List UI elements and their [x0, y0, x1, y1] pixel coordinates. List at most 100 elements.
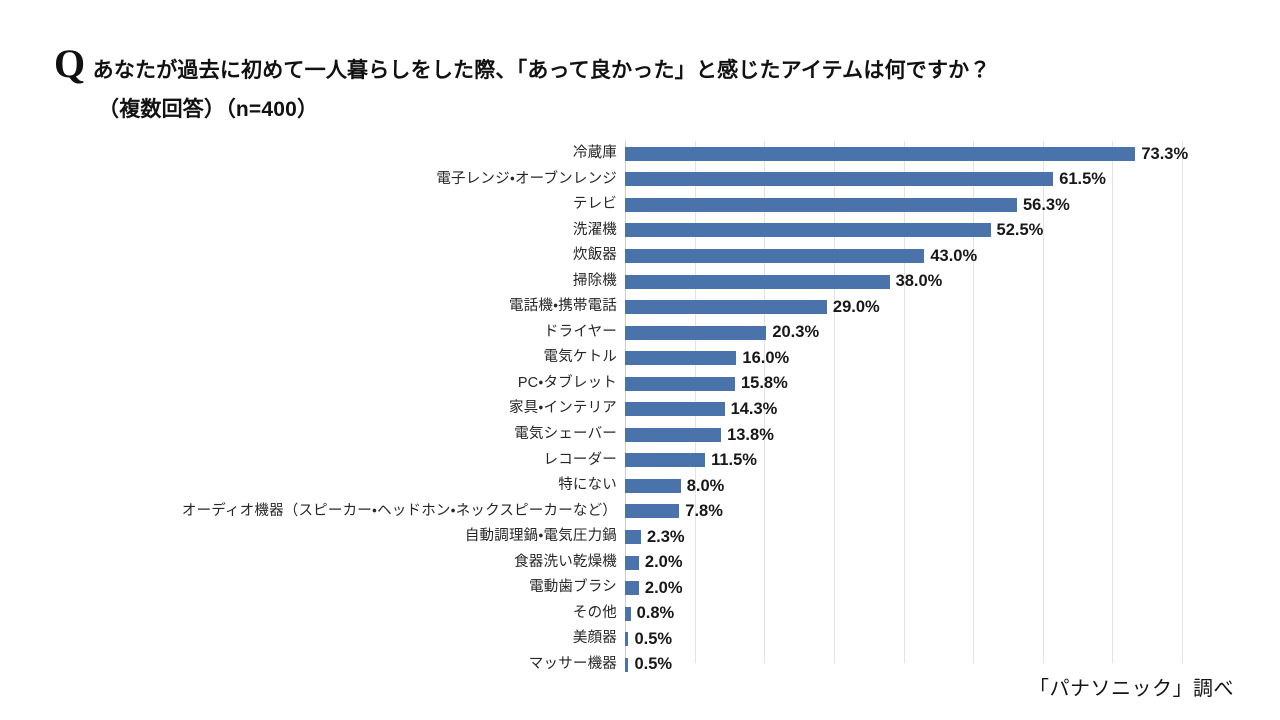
chart-row: レコーダー 11.5%	[0, 448, 1280, 474]
category-label: 冷蔵庫	[572, 145, 617, 161]
value-label: 11.5%	[711, 451, 757, 470]
bar[interactable]	[625, 453, 706, 468]
bar-group[interactable]: 52.5%	[625, 218, 1043, 244]
bar-group[interactable]: 43.0%	[625, 243, 977, 269]
bar-group[interactable]: 14.3%	[625, 396, 777, 422]
bar-group[interactable]: 61.5%	[625, 167, 1106, 193]
category-label: 電気ケトル	[543, 349, 617, 366]
bar[interactable]	[625, 223, 991, 238]
value-label: 16.0%	[742, 348, 790, 367]
bar-group[interactable]: 16.0%	[625, 345, 789, 371]
value-label: 13.8%	[727, 425, 774, 444]
category-label: 自動調理鍋・電気圧力鍋	[464, 528, 617, 545]
bar[interactable]	[625, 478, 681, 493]
chart-row: オーディオ機器（スピーカー・ヘッドホン・ネックスピーカーなど） 7.8%	[0, 499, 1280, 525]
bar[interactable]	[625, 274, 890, 289]
bar[interactable]	[625, 427, 722, 442]
category-label: PC・タブレット	[517, 374, 617, 391]
value-label: 73.3%	[1141, 144, 1189, 163]
bar[interactable]	[625, 555, 639, 570]
bar-group[interactable]: 2.3%	[625, 524, 685, 550]
category-label: 炊飯器	[572, 247, 617, 264]
category-label: 家具・インテリア	[508, 400, 617, 417]
bar[interactable]	[625, 606, 631, 621]
gridline	[764, 141, 766, 663]
bar-group[interactable]: 0.8%	[625, 601, 674, 627]
bar[interactable]	[625, 376, 735, 391]
bar-group[interactable]: 7.8%	[625, 499, 723, 525]
bar-group[interactable]: 29.0%	[625, 294, 880, 320]
value-label: 20.3%	[772, 323, 820, 342]
gridline	[694, 141, 696, 663]
value-label: 0.5%	[634, 655, 673, 674]
value-label: 0.8%	[636, 604, 675, 623]
category-label: 洗濯機	[572, 221, 617, 238]
bar[interactable]	[625, 172, 1054, 187]
gridline	[833, 141, 835, 663]
bar[interactable]	[625, 529, 641, 544]
bar[interactable]	[625, 248, 925, 263]
category-label: ドライヤー	[543, 323, 617, 340]
gridline	[973, 141, 975, 663]
bar[interactable]	[625, 632, 629, 647]
value-label: 8.0%	[686, 476, 725, 495]
bar-group[interactable]: 2.0%	[625, 575, 683, 601]
bar-group[interactable]: 20.3%	[625, 320, 819, 346]
chart-row: 自動調理鍋・電気圧力鍋 2.3%	[0, 524, 1280, 550]
chart-row: 洗濯機 52.5%	[0, 218, 1280, 244]
value-label: 29.0%	[832, 297, 880, 316]
bar[interactable]	[625, 581, 639, 596]
bar-group[interactable]: 11.5%	[625, 448, 757, 474]
value-label: 43.0%	[930, 246, 978, 265]
bar[interactable]	[625, 146, 1136, 161]
gridline	[1042, 141, 1044, 663]
bar-group[interactable]: 15.8%	[625, 371, 788, 397]
chart-row: PC・タブレット 15.8%	[0, 371, 1280, 397]
bar-group[interactable]: 0.5%	[625, 626, 672, 652]
gridline	[1112, 141, 1114, 663]
chart-row: マッサー機器 0.5%	[0, 652, 1280, 678]
chart-row: 電話機・携帯電話 29.0%	[0, 294, 1280, 320]
bar[interactable]	[625, 197, 1017, 212]
bar-group[interactable]: 56.3%	[625, 192, 1070, 218]
category-label: 電話機・携帯電話	[508, 298, 617, 315]
chart-row: 電気シェーバー 13.8%	[0, 422, 1280, 448]
plot-area	[625, 141, 1183, 663]
chart-row: 食器洗い乾燥機 2.0%	[0, 550, 1280, 576]
question-header: Q あなたが過去に初めて一人暮らしをした際、「あって良かった」と感じたアイテムは…	[54, 44, 1234, 125]
value-label: 61.5%	[1059, 170, 1106, 189]
value-label: 52.5%	[996, 221, 1044, 240]
bar[interactable]	[625, 325, 767, 340]
gridline	[1182, 141, 1183, 663]
chart-row: 電子レンジ・オーブンレンジ 61.5%	[0, 167, 1280, 193]
bar[interactable]	[625, 351, 737, 366]
value-label: 56.3%	[1022, 195, 1070, 214]
bar[interactable]	[625, 402, 725, 417]
bar-group[interactable]: 13.8%	[625, 422, 774, 448]
question-subtitle: （複数回答）（n=400）	[98, 98, 319, 121]
chart-row: 特にない 8.0%	[0, 473, 1280, 499]
bar-group[interactable]: 38.0%	[625, 269, 942, 295]
category-label: テレビ	[572, 196, 617, 213]
category-label: 美顔器	[572, 630, 617, 647]
chart-row: 電動歯ブラシ 2.0%	[0, 575, 1280, 601]
category-label: その他	[572, 604, 617, 621]
value-label: 2.0%	[644, 578, 683, 597]
bar-group[interactable]: 8.0%	[625, 473, 724, 499]
bar[interactable]	[625, 657, 629, 672]
category-label: 電子レンジ・オーブンレンジ	[436, 170, 617, 187]
chart-row: テレビ 56.3%	[0, 192, 1280, 218]
source-note: 「パナソニック」調べ	[1029, 678, 1234, 700]
bar-group[interactable]: 0.5%	[625, 652, 672, 678]
value-label: 14.3%	[730, 399, 778, 418]
bar[interactable]	[625, 300, 827, 315]
value-axis-line	[625, 141, 626, 663]
value-label: 2.0%	[644, 553, 683, 572]
chart-row: 掃除機 38.0%	[0, 269, 1280, 295]
bar[interactable]	[625, 504, 680, 519]
question-title: あなたが過去に初めて一人暮らしをした際、「あって良かった」と感じたアイテムは何で…	[92, 59, 991, 82]
bar-group[interactable]: 73.3%	[625, 141, 1188, 167]
bar-group[interactable]: 2.0%	[625, 550, 683, 576]
